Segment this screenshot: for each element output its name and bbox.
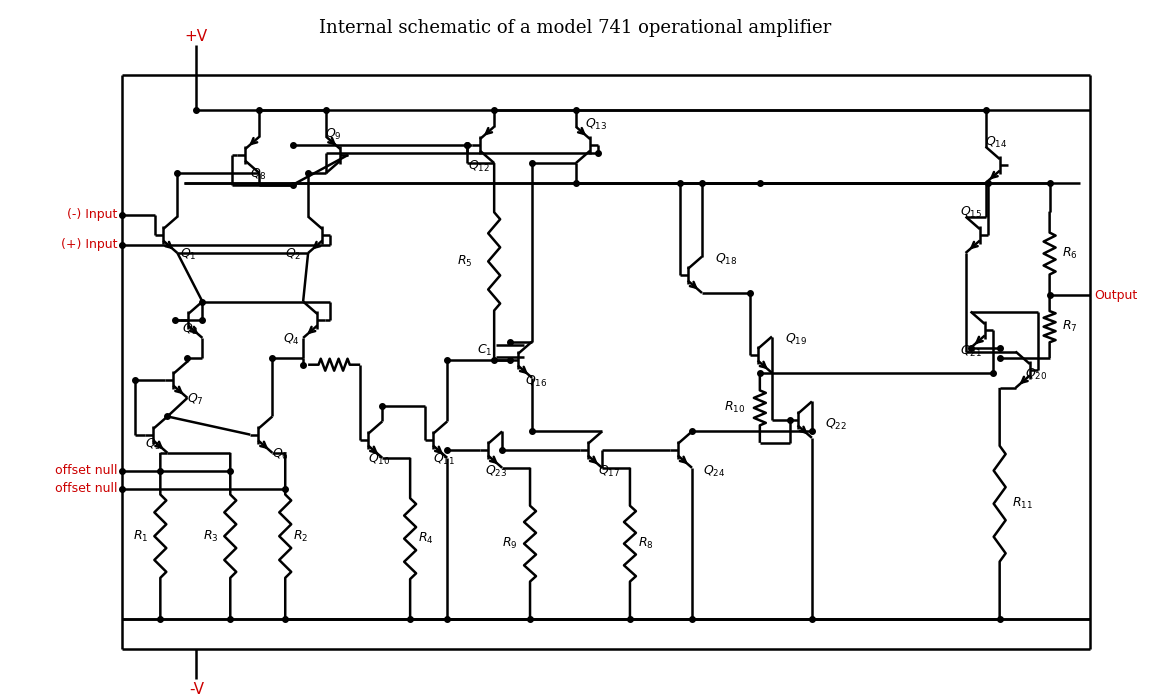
Text: $R_3$: $R_3$ [202, 528, 218, 544]
Text: $Q_{10}$: $Q_{10}$ [368, 452, 391, 467]
Text: offset null: offset null [55, 464, 117, 477]
Text: $R_{10}$: $R_{10}$ [724, 401, 745, 415]
Text: $Q_3$: $Q_3$ [183, 322, 199, 338]
Text: Internal schematic of a model 741 operational amplifier: Internal schematic of a model 741 operat… [319, 19, 831, 37]
Text: $Q_{15}$: $Q_{15}$ [959, 206, 982, 220]
Text: $Q_9$: $Q_9$ [325, 127, 342, 143]
Text: $R_{11}$: $R_{11}$ [1011, 496, 1033, 511]
Text: $Q_4$: $Q_4$ [284, 332, 300, 347]
Text: $Q_{16}$: $Q_{16}$ [525, 374, 547, 389]
Text: $Q_{17}$: $Q_{17}$ [597, 464, 620, 480]
Text: $Q_{18}$: $Q_{18}$ [715, 252, 738, 267]
Text: $Q_{20}$: $Q_{20}$ [1025, 367, 1047, 382]
Text: $R_6$: $R_6$ [1062, 246, 1078, 261]
Text: $R_5$: $R_5$ [456, 254, 472, 269]
Text: $Q_{21}$: $Q_{21}$ [959, 344, 982, 359]
Text: -V: -V [188, 682, 203, 697]
Text: $Q_{12}$: $Q_{12}$ [468, 159, 491, 175]
Text: $Q_5$: $Q_5$ [146, 437, 162, 452]
Text: $Q_{19}$: $Q_{19}$ [785, 332, 807, 347]
Text: $Q_6$: $Q_6$ [272, 447, 290, 462]
Text: offset null: offset null [55, 482, 117, 496]
Text: $Q_{22}$: $Q_{22}$ [825, 417, 847, 432]
Text: $R_8$: $R_8$ [638, 536, 654, 552]
Text: $R_1$: $R_1$ [133, 528, 148, 544]
Text: $R_9$: $R_9$ [502, 536, 518, 552]
Text: $Q_{24}$: $Q_{24}$ [703, 464, 725, 480]
Text: $Q_7$: $Q_7$ [187, 392, 205, 408]
Text: $Q_{14}$: $Q_{14}$ [985, 136, 1007, 150]
Text: $C_1$: $C_1$ [477, 343, 492, 358]
Text: $Q_{11}$: $Q_{11}$ [433, 452, 455, 467]
Text: $R_2$: $R_2$ [293, 528, 309, 544]
Text: (-) Input: (-) Input [67, 208, 117, 222]
Text: (+) Input: (+) Input [61, 238, 117, 252]
Text: $Q_{23}$: $Q_{23}$ [485, 464, 508, 480]
Text: +V: +V [185, 29, 208, 45]
Text: $Q_2$: $Q_2$ [285, 247, 302, 262]
Text: $Q_1$: $Q_1$ [180, 247, 196, 262]
Text: $R_7$: $R_7$ [1062, 319, 1077, 334]
Text: Output: Output [1095, 289, 1138, 302]
Text: $R_4$: $R_4$ [418, 531, 434, 546]
Text: $Q_8$: $Q_8$ [250, 167, 267, 182]
Text: $Q_{13}$: $Q_{13}$ [585, 117, 608, 132]
